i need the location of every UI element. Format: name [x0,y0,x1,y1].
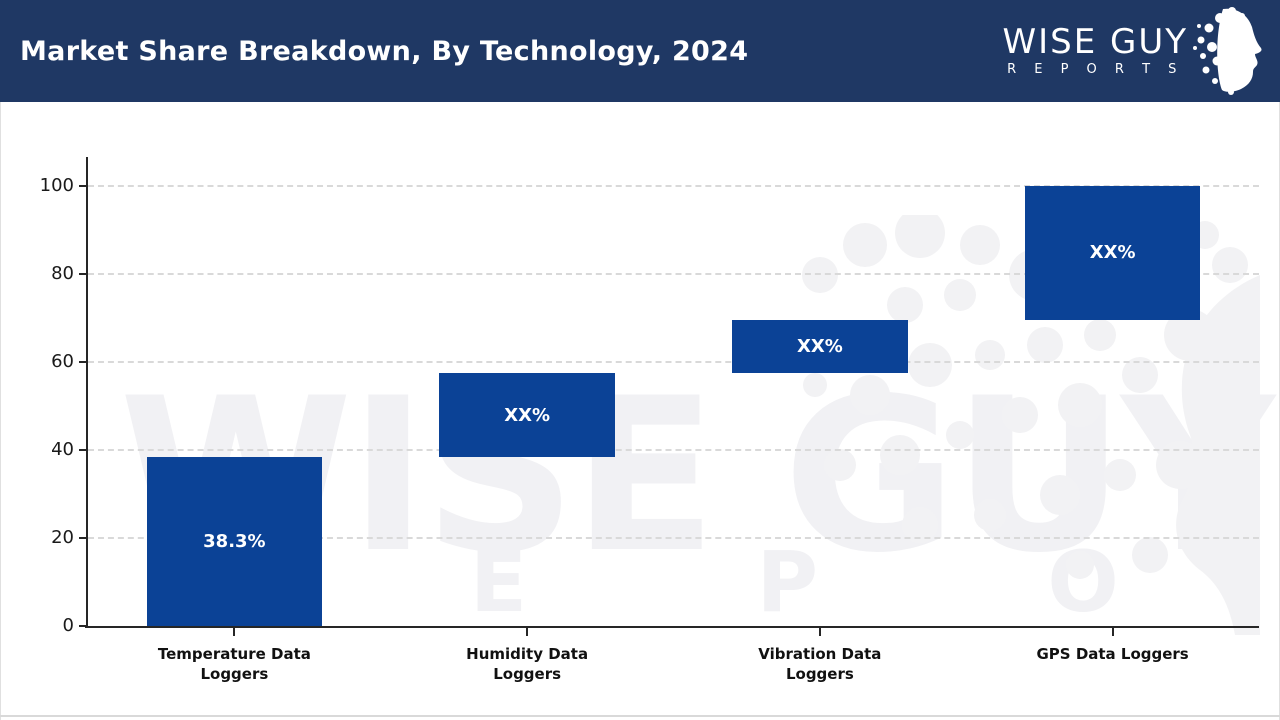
waterfall-bar: 38.3% [146,457,323,626]
logo-face-icon [1193,7,1262,95]
logo-subtext: R E P O R T S [1007,62,1184,78]
logo-wordmark: WISE GUY [1002,21,1188,62]
header-bar: Market Share Breakdown, By Technology, 2… [0,0,1280,102]
y-tick-mark [79,360,86,363]
y-tick-label: 20 [51,526,74,548]
y-tick-mark [79,272,86,275]
x-tick-mark [233,628,236,636]
x-axis-line [85,626,1259,628]
waterfall-bar: XX% [732,319,908,373]
bar-value-label: XX% [1089,242,1136,264]
y-tick-label: 40 [51,438,74,460]
bottom-divider [0,715,1280,717]
y-axis-line [86,157,88,628]
x-tick-mark [818,628,821,636]
y-tick-mark [79,448,86,451]
bar-value-label: XX% [504,404,551,426]
x-tick-mark [1111,628,1114,636]
waterfall-bar: XX% [439,372,615,458]
y-tick-label: 100 [39,174,74,196]
bar-value-label: XX% [796,335,843,357]
gridline [88,360,1259,363]
x-tick-label: Vibration Data Loggers [758,645,882,683]
gridline [88,536,1259,539]
y-tick-label: 0 [62,615,74,636]
y-tick-mark [79,536,86,539]
waterfall-bar: XX% [1024,185,1201,320]
y-tick-label: 80 [51,262,74,284]
x-tick-label: Humidity Data Loggers [466,645,589,683]
y-tick-mark [79,625,86,627]
wiseguy-logo: WISE GUY R E P O R T S [1002,6,1264,96]
page-title: Market Share Breakdown, By Technology, 2… [20,35,749,67]
y-tick-mark [79,184,86,187]
gridline [88,184,1259,187]
gridline [88,272,1259,275]
bar-value-label: 38.3% [203,531,266,553]
plot-area: 0 20 40 60 80 100 38.3% Temperature Data Logger… [40,157,1259,683]
y-tick-label: 60 [51,350,74,372]
x-tick-label: GPS Data Loggers [1036,645,1189,663]
x-tick-mark [526,628,529,636]
x-tick-label: Temperature Data Loggers [157,645,311,683]
gridline [88,448,1259,451]
